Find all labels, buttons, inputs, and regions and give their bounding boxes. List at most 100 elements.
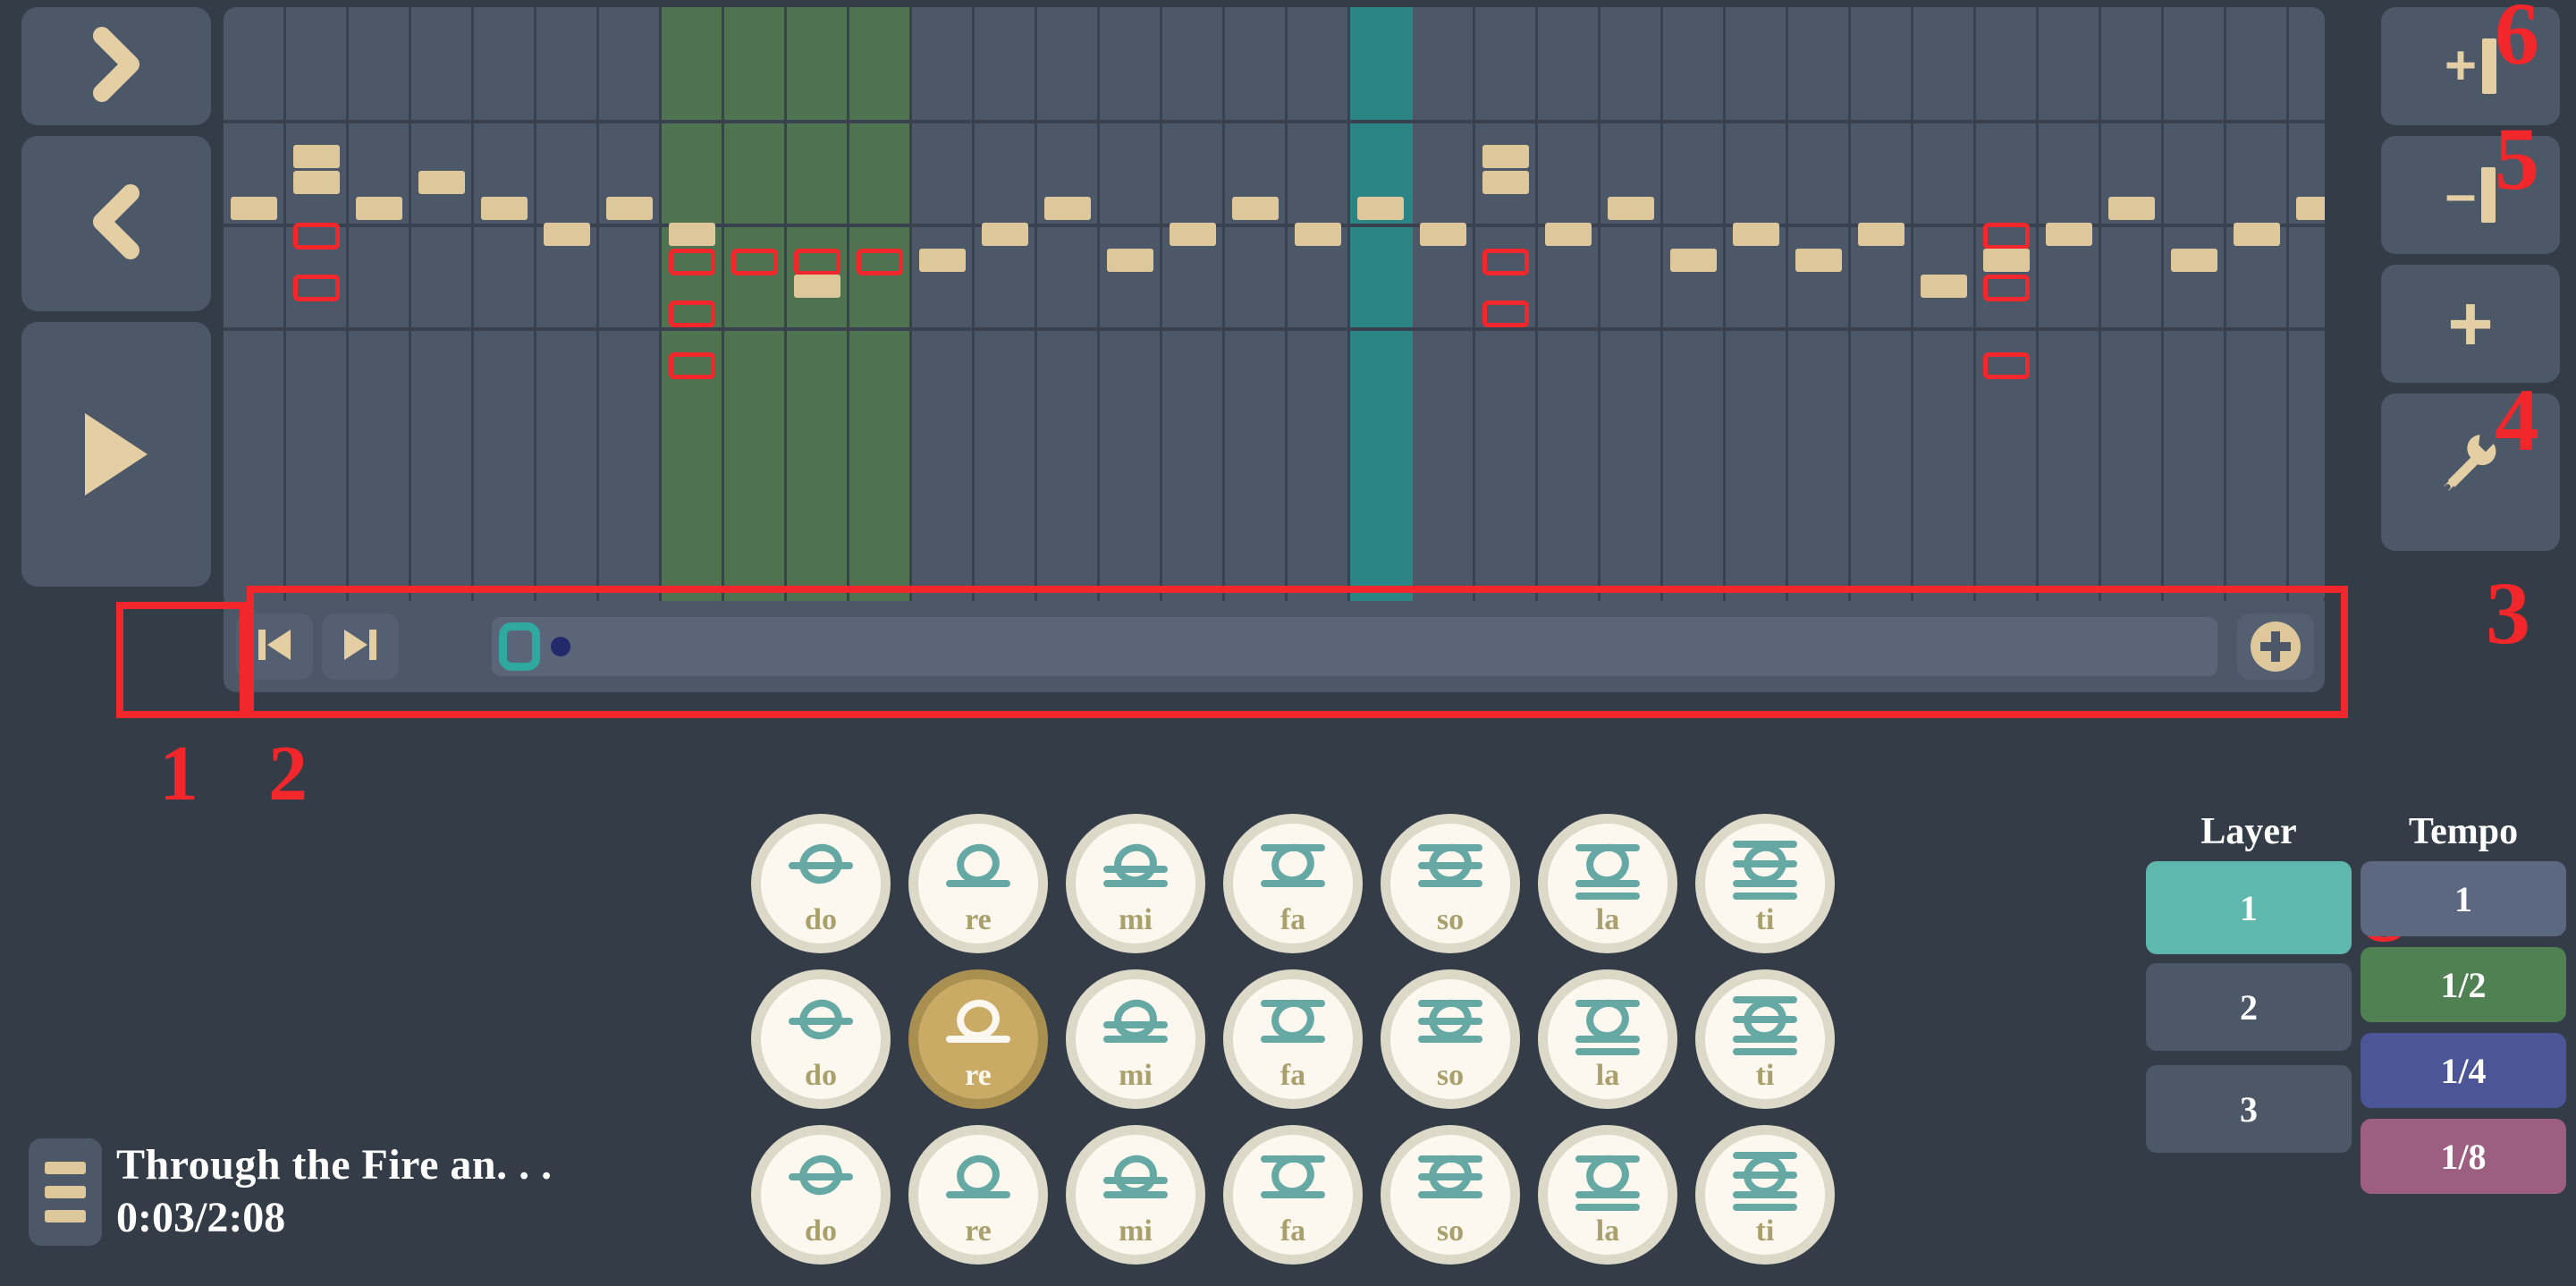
note-button-so-row1[interactable]: so	[1381, 814, 1520, 953]
note-button-mi-row2[interactable]: mi	[1066, 969, 1205, 1109]
note-button-mi-row1[interactable]: mi	[1066, 814, 1205, 953]
skip-forward-button[interactable]	[322, 613, 399, 680]
layer-option-1[interactable]: 1	[2146, 861, 2352, 954]
note-button-re-row2[interactable]: re	[908, 969, 1048, 1109]
grid-note-outline[interactable]	[857, 249, 903, 275]
grid-note-outline[interactable]	[1983, 275, 2030, 301]
grid-column[interactable]	[411, 7, 474, 608]
note-button-la-row3[interactable]: la	[1538, 1125, 1677, 1265]
add-bar-button[interactable]: +	[2381, 7, 2560, 125]
grid-column[interactable]	[1475, 7, 1538, 608]
grid-column[interactable]	[1413, 7, 1475, 608]
add-note-button[interactable]: +	[2381, 265, 2560, 383]
note-button-re-row1[interactable]: re	[908, 814, 1048, 953]
prev-button[interactable]	[21, 136, 211, 311]
grid-note[interactable]	[1858, 223, 1905, 246]
grid-note[interactable]	[293, 145, 340, 168]
note-button-fa-row1[interactable]: fa	[1223, 814, 1363, 953]
note-grid[interactable]	[224, 7, 2325, 608]
grid-note[interactable]	[1420, 223, 1466, 246]
grid-column[interactable]	[224, 7, 286, 608]
grid-column[interactable]	[474, 7, 536, 608]
grid-column[interactable]	[286, 7, 349, 608]
tempo-option-1-4[interactable]: 1/4	[2361, 1033, 2566, 1108]
grid-note[interactable]	[1545, 223, 1592, 246]
grid-note[interactable]	[1733, 223, 1779, 246]
grid-column[interactable]	[2164, 7, 2226, 608]
note-button-ti-row3[interactable]: ti	[1695, 1125, 1835, 1265]
grid-column[interactable]	[2289, 7, 2325, 608]
note-button-mi-row3[interactable]: mi	[1066, 1125, 1205, 1265]
grid-note[interactable]	[1608, 197, 1654, 220]
grid-column[interactable]	[1225, 7, 1288, 608]
position-marker-dot[interactable]	[551, 637, 570, 656]
layer-option-3[interactable]: 3	[2146, 1065, 2352, 1153]
grid-column[interactable]	[1350, 7, 1413, 608]
grid-note[interactable]	[919, 249, 966, 272]
grid-note-outline[interactable]	[293, 275, 340, 301]
grid-note[interactable]	[669, 223, 715, 246]
remove-bar-button[interactable]: –	[2381, 136, 2560, 254]
tempo-option-1[interactable]: 1	[2361, 861, 2566, 936]
grid-note[interactable]	[2234, 223, 2280, 246]
grid-column[interactable]	[1037, 7, 1100, 608]
grid-note[interactable]	[1232, 197, 1279, 220]
grid-column[interactable]	[1663, 7, 1726, 608]
grid-note[interactable]	[1921, 275, 1967, 298]
note-button-la-row1[interactable]: la	[1538, 814, 1677, 953]
grid-note[interactable]	[1482, 145, 1529, 168]
grid-note-outline[interactable]	[669, 249, 715, 275]
grid-note[interactable]	[1170, 223, 1216, 246]
note-button-ti-row1[interactable]: ti	[1695, 814, 1835, 953]
grid-note[interactable]	[1983, 249, 2030, 272]
note-button-do-row2[interactable]: do	[751, 969, 891, 1109]
note-button-so-row2[interactable]: so	[1381, 969, 1520, 1109]
grid-note-outline[interactable]	[1482, 249, 1529, 275]
grid-note[interactable]	[293, 171, 340, 194]
grid-column[interactable]	[1726, 7, 1788, 608]
grid-note[interactable]	[1670, 249, 1717, 272]
grid-column[interactable]	[349, 7, 411, 608]
note-button-do-row1[interactable]: do	[751, 814, 891, 953]
grid-note[interactable]	[356, 197, 402, 220]
grid-column[interactable]	[1538, 7, 1600, 608]
grid-column[interactable]	[1913, 7, 1976, 608]
grid-note[interactable]	[2171, 249, 2217, 272]
grid-note[interactable]	[1295, 223, 1341, 246]
grid-note[interactable]	[2046, 223, 2092, 246]
add-measure-button[interactable]	[2237, 613, 2314, 680]
grid-column[interactable]	[912, 7, 975, 608]
note-button-fa-row3[interactable]: fa	[1223, 1125, 1363, 1265]
grid-note-outline[interactable]	[1482, 300, 1529, 327]
note-button-so-row3[interactable]: so	[1381, 1125, 1520, 1265]
grid-column[interactable]	[724, 7, 787, 608]
grid-note-outline[interactable]	[731, 249, 778, 275]
grid-note[interactable]	[606, 197, 653, 220]
grid-column[interactable]	[536, 7, 599, 608]
next-button[interactable]	[21, 7, 211, 125]
grid-column[interactable]	[1788, 7, 1851, 608]
hamburger-menu-icon[interactable]	[29, 1138, 102, 1246]
note-button-re-row3[interactable]: re	[908, 1125, 1048, 1265]
grid-column[interactable]	[1162, 7, 1225, 608]
grid-note[interactable]	[2108, 197, 2155, 220]
grid-note[interactable]	[481, 197, 528, 220]
grid-column[interactable]	[1851, 7, 1913, 608]
grid-column[interactable]	[2101, 7, 2164, 608]
grid-note[interactable]	[418, 171, 465, 194]
grid-column[interactable]	[1600, 7, 1663, 608]
grid-note[interactable]	[794, 275, 840, 298]
grid-column[interactable]	[599, 7, 662, 608]
grid-note[interactable]	[1482, 171, 1529, 194]
settings-tools-button[interactable]	[2381, 393, 2560, 551]
grid-note[interactable]	[2296, 197, 2325, 220]
grid-note-outline[interactable]	[669, 352, 715, 379]
grid-column[interactable]	[1976, 7, 2039, 608]
grid-column[interactable]	[849, 7, 912, 608]
grid-note[interactable]	[1795, 249, 1842, 272]
grid-note-outline[interactable]	[293, 223, 340, 250]
grid-column[interactable]	[1100, 7, 1162, 608]
scroll-handle[interactable]	[499, 622, 540, 671]
grid-note-outline[interactable]	[794, 249, 840, 275]
grid-column[interactable]	[2039, 7, 2101, 608]
